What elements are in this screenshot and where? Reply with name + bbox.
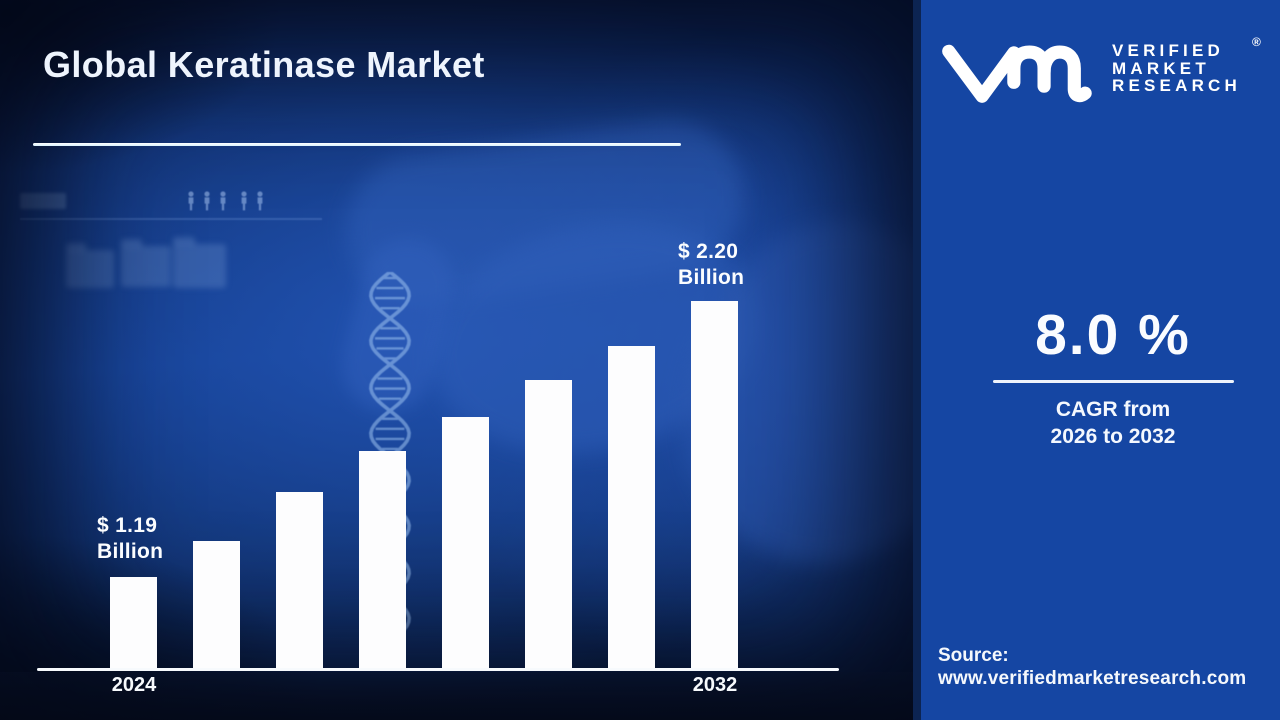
cagr-caption-line: CAGR from [1055, 398, 1171, 421]
page-title: Global Keratinase Market [43, 44, 485, 85]
source-label: Source: [938, 645, 1009, 666]
value-line: $ 2.20 [678, 240, 739, 263]
brand-wordmark: VERIFIED MARKET RESEARCH [1112, 42, 1241, 95]
bar-year-index-1 [193, 541, 240, 669]
last-bar-value-label: $ 2.20 Billion [678, 239, 744, 291]
value-line: $ 1.19 [97, 514, 158, 537]
cagr-block: 8.0 % CAGR from 2026 to 2032 [946, 302, 1280, 450]
x-axis-line [37, 668, 839, 671]
bar-year-index-5 [525, 380, 572, 669]
cagr-caption-line: 2026 to 2032 [1050, 425, 1176, 448]
info-panel: VERIFIED MARKET RESEARCH ® 8.0 % CAGR fr… [921, 0, 1280, 720]
folder-icon [121, 239, 171, 287]
first-bar-value-label: $ 1.19 Billion [97, 513, 163, 565]
source-url[interactable]: www.verifiedmarketresearch.com [938, 668, 1247, 689]
brand-line: RESEARCH [1112, 76, 1242, 95]
bar-year-index-4 [442, 417, 489, 669]
bar-year-index-3 [359, 451, 406, 669]
cagr-caption: CAGR from 2026 to 2032 [946, 396, 1280, 450]
chart-panel: Global Keratinase Market $ 1.19 Billion … [0, 0, 913, 720]
vmr-monogram-icon [942, 44, 1092, 103]
cagr-value: 8.0 % [1035, 303, 1191, 367]
blurred-lab-ui [20, 193, 66, 209]
x-tick-2024: 2024 [111, 674, 157, 696]
folder-icon [66, 243, 114, 288]
bar-year-index-2 [276, 492, 323, 669]
value-line: Billion [678, 266, 745, 289]
bar-2032 [691, 301, 738, 669]
x-tick-2032: 2032 [692, 674, 738, 696]
blurred-lab-ui-line [20, 218, 322, 220]
people-figures-icons [188, 191, 263, 211]
source-block: Source: www.verifiedmarketresearch.com [938, 644, 1246, 690]
bar-2024 [110, 577, 157, 669]
panel-divider [913, 0, 921, 720]
folder-icon [173, 237, 226, 288]
title-underline [33, 143, 681, 146]
registered-trademark-icon: ® [1252, 35, 1261, 49]
bar-year-index-6 [608, 346, 655, 669]
brand-line: MARKET [1112, 58, 1210, 78]
value-line: Billion [97, 540, 164, 563]
bottom-shade [0, 672, 913, 720]
cagr-divider [992, 380, 1234, 383]
brand-line: VERIFIED [1112, 41, 1225, 60]
